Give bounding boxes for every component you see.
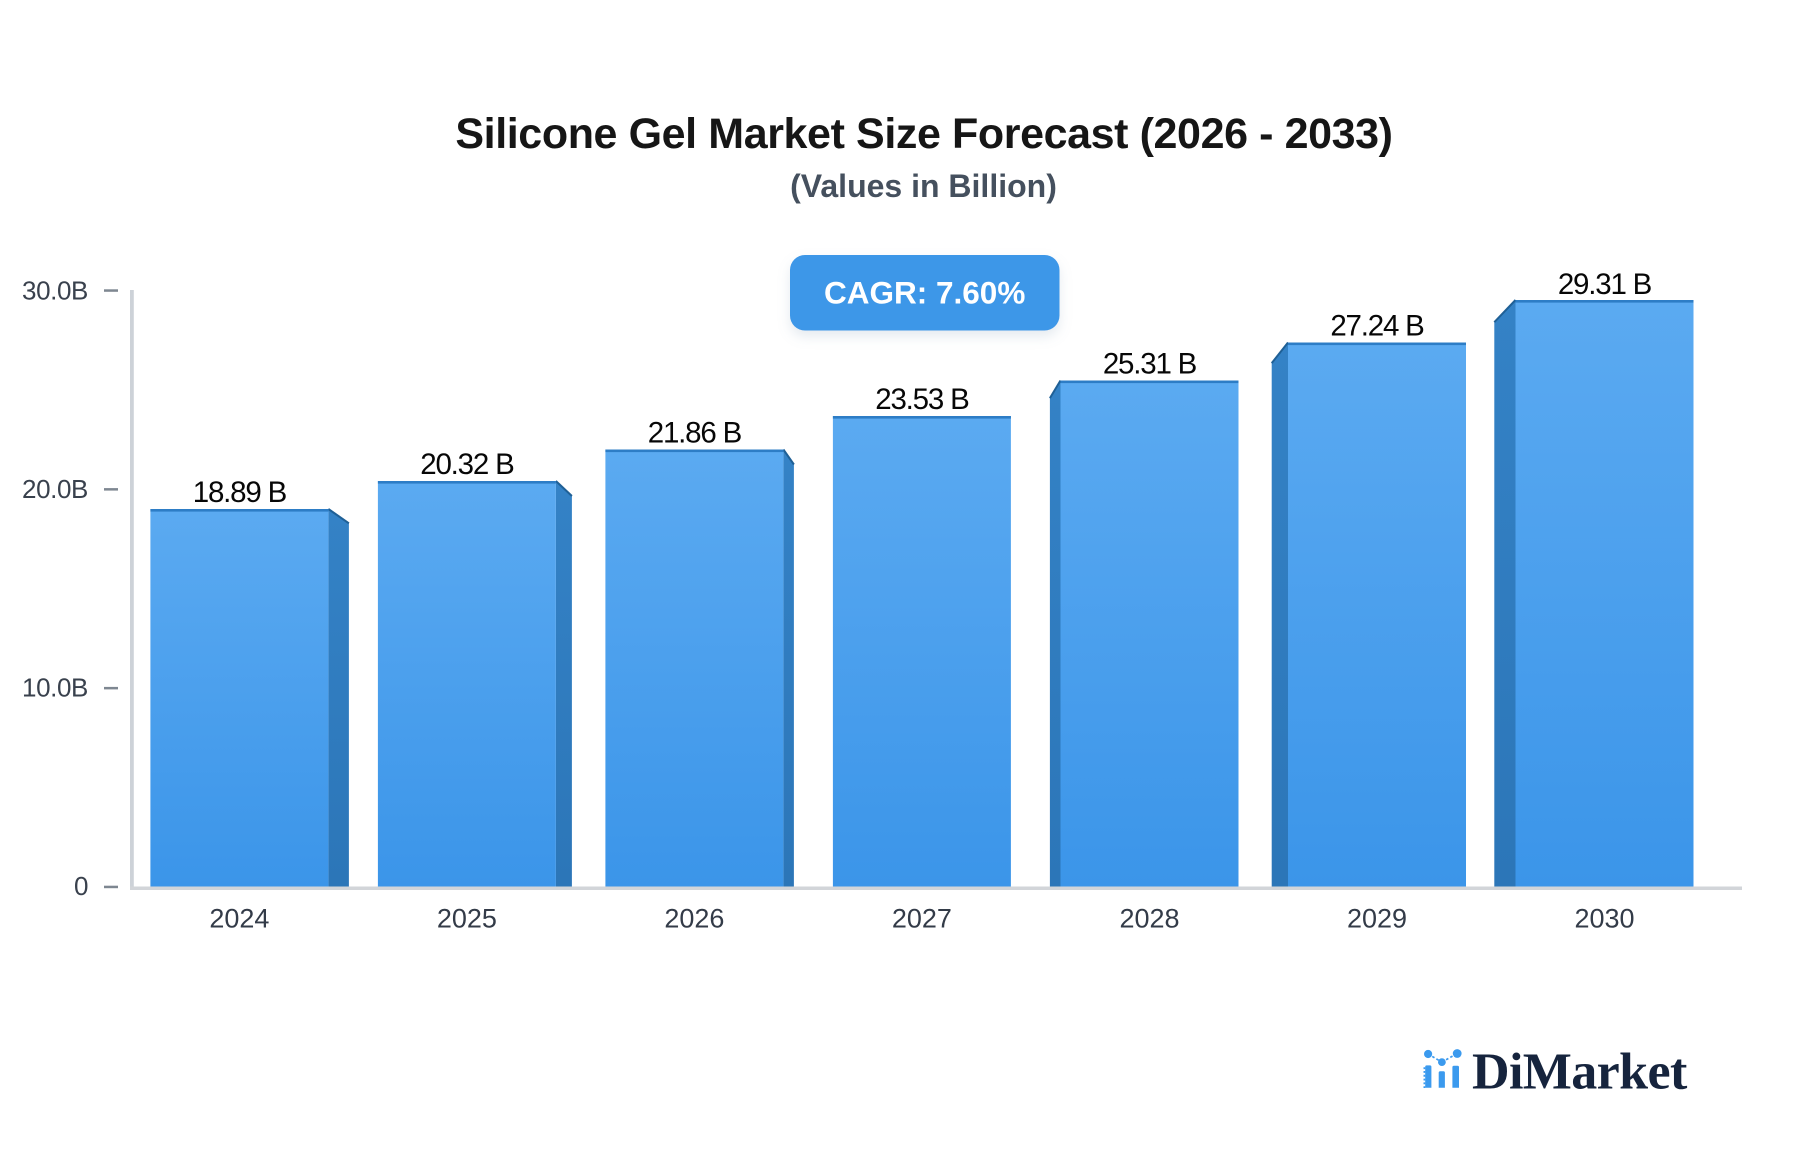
svg-text:(Values in Billion): (Values in Billion): [790, 168, 1057, 204]
svg-text:0: 0: [74, 871, 88, 901]
svg-text:10.0B: 10.0B: [22, 672, 88, 702]
svg-text:2030: 2030: [1574, 904, 1634, 934]
svg-text:CAGR: 7.60%: CAGR: 7.60%: [824, 275, 1025, 311]
svg-text:2029: 2029: [1347, 904, 1407, 934]
svg-text:2026: 2026: [664, 904, 724, 934]
svg-text:2024: 2024: [209, 904, 269, 934]
svg-text:29.31 B: 29.31 B: [1558, 268, 1652, 301]
svg-text:2027: 2027: [892, 904, 952, 934]
svg-text:20.32 B: 20.32 B: [420, 448, 514, 481]
svg-text:2028: 2028: [1119, 904, 1179, 934]
svg-text:25.31 B: 25.31 B: [1103, 348, 1197, 381]
svg-text:21.86 B: 21.86 B: [648, 417, 742, 450]
svg-text:18.89 B: 18.89 B: [193, 476, 287, 509]
svg-text:23.53 B: 23.53 B: [875, 383, 969, 416]
svg-text:Silicone Gel Market Size Forec: Silicone Gel Market Size Forecast (2026 …: [455, 110, 1392, 158]
svg-text:20.0B: 20.0B: [22, 474, 88, 504]
svg-text:2025: 2025: [437, 904, 497, 934]
svg-text:27.24 B: 27.24 B: [1330, 310, 1424, 343]
svg-text:30.0B: 30.0B: [22, 275, 88, 305]
svg-text:DiMarket: DiMarket: [1472, 1044, 1688, 1101]
